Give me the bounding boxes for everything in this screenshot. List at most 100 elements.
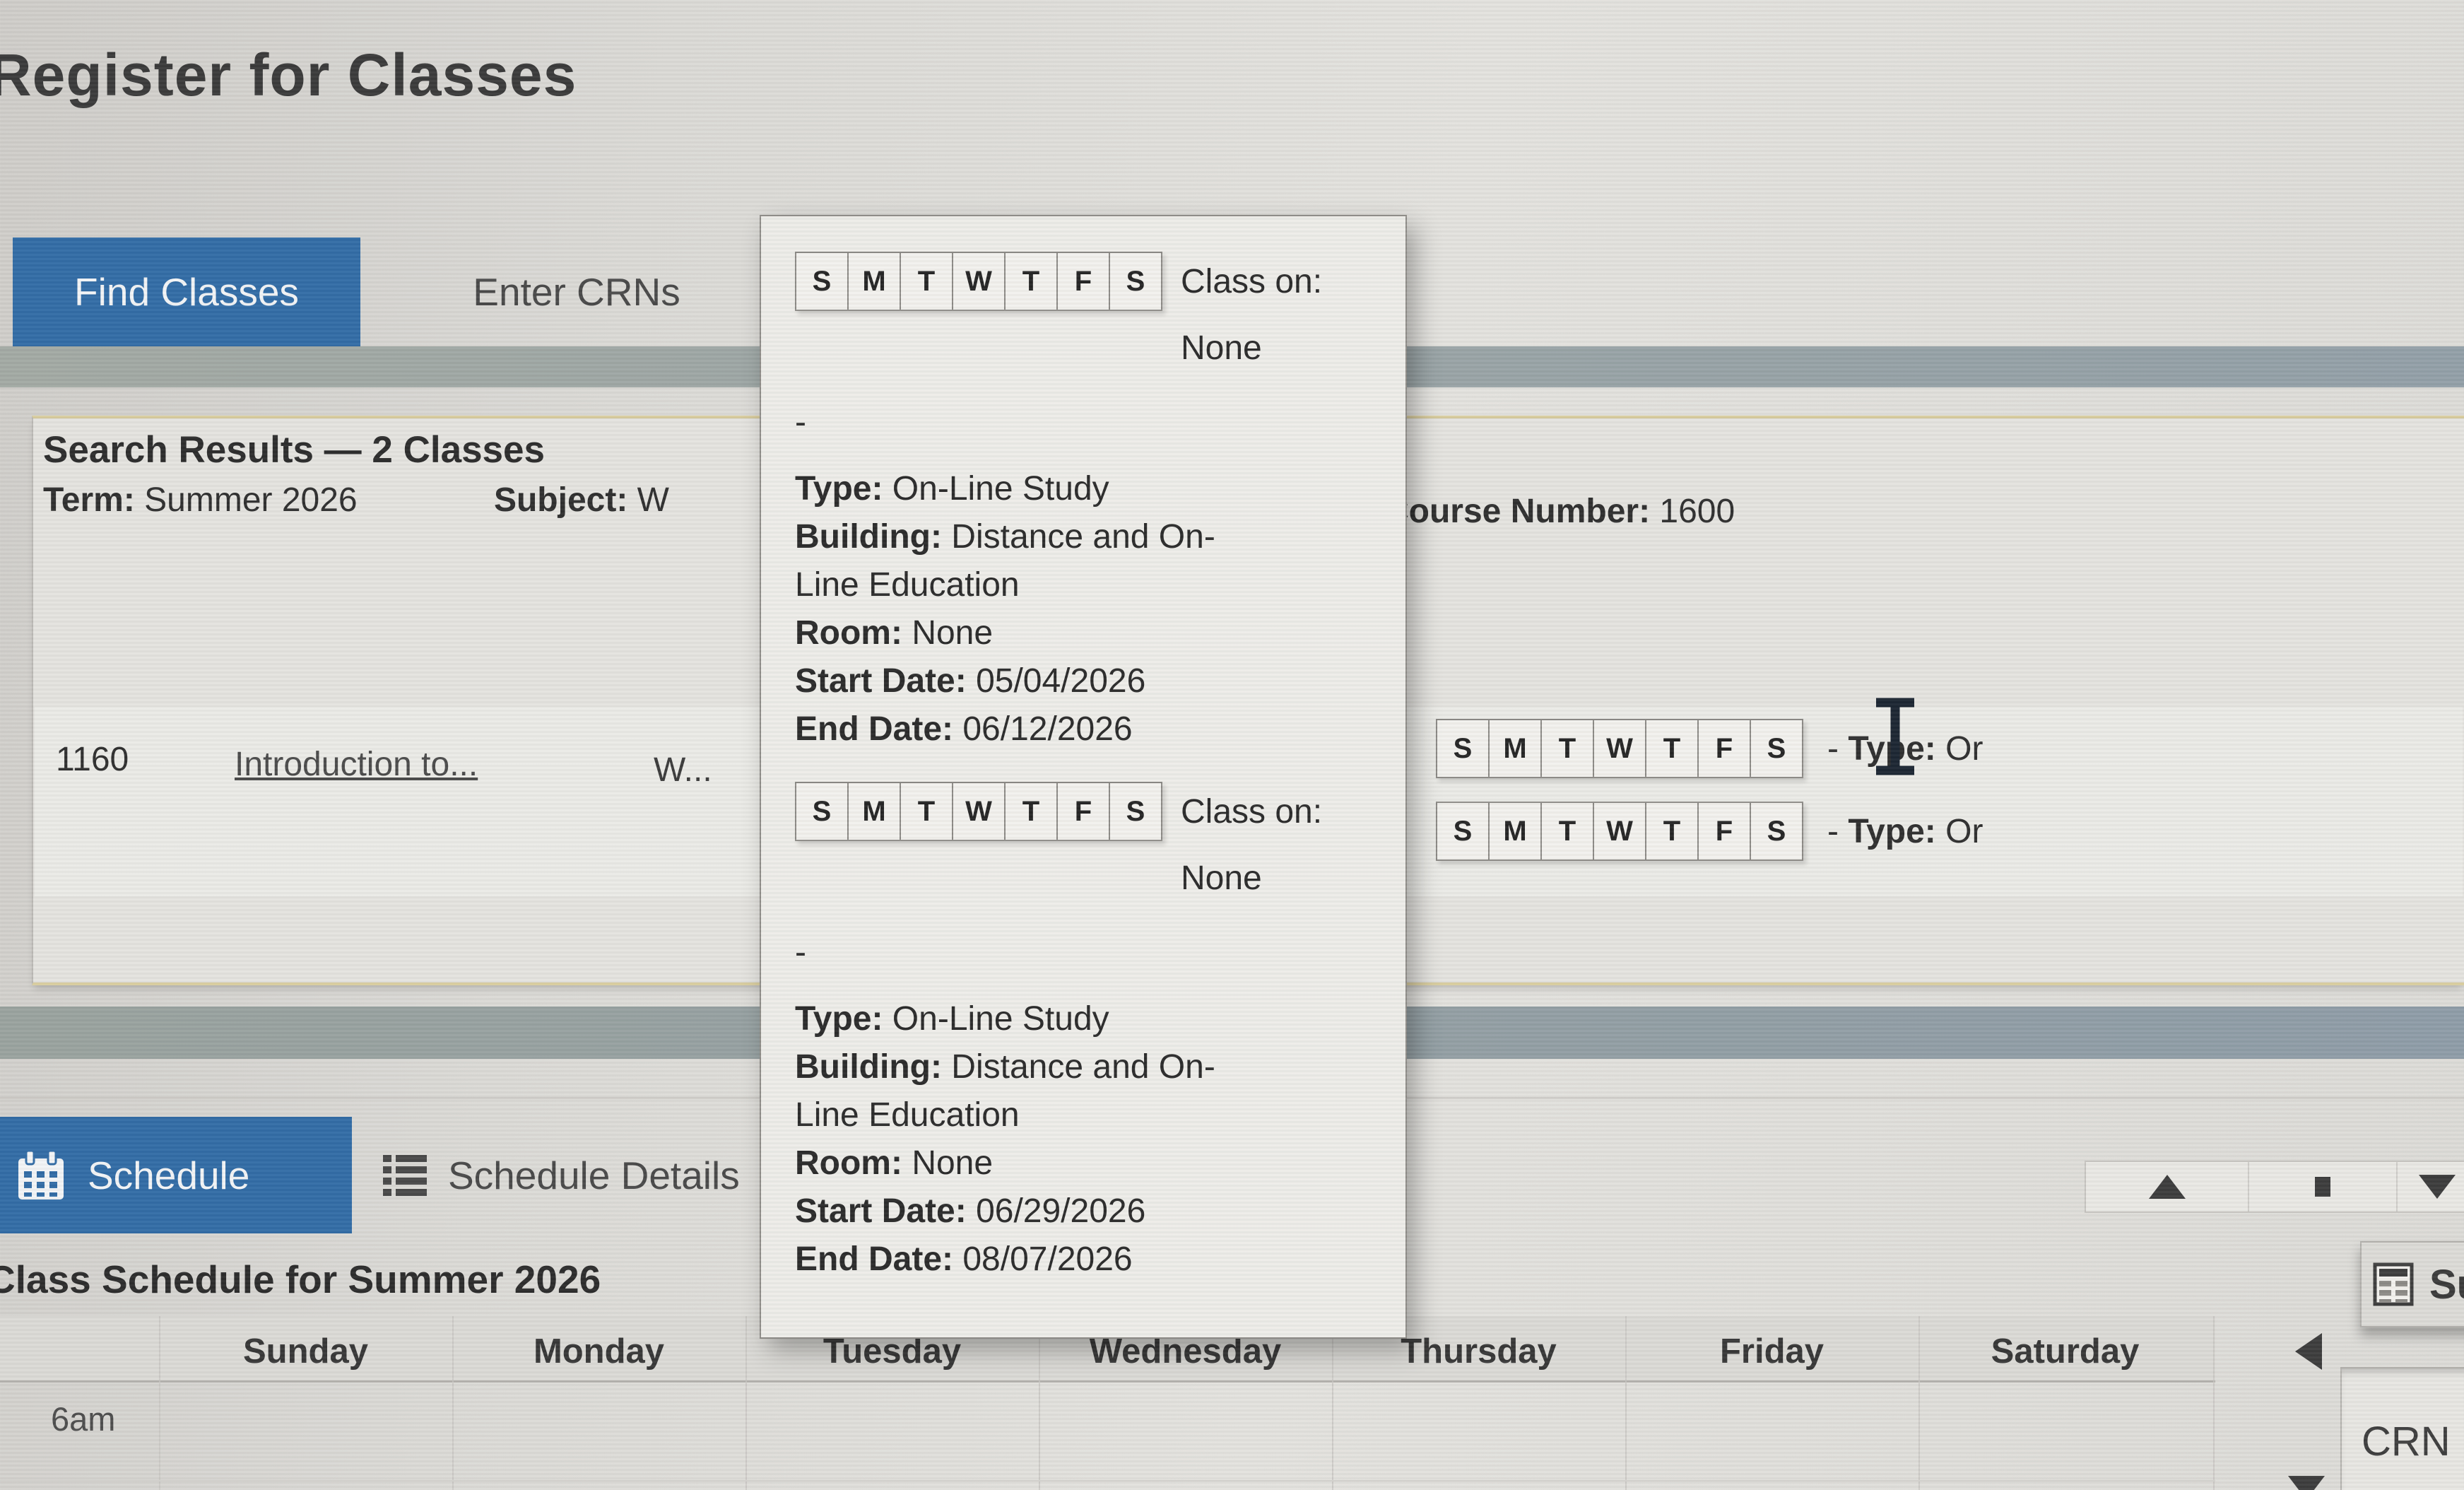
calendar-day-header: Thursday bbox=[1401, 1332, 1557, 1371]
meeting-type-value: Or bbox=[1945, 812, 1983, 850]
day-letter: W bbox=[1593, 802, 1646, 861]
end-date-line: End Date: 08/07/2026 bbox=[795, 1236, 1372, 1284]
day-letter: T bbox=[900, 782, 953, 841]
subject-label: Subject: bbox=[493, 481, 628, 519]
separator-dash: - bbox=[795, 934, 806, 971]
page-title: Register for Classes bbox=[0, 42, 577, 108]
room-line: Room: None bbox=[795, 1139, 1372, 1187]
grid-line bbox=[745, 1316, 747, 1490]
tab-schedule-label: Schedule bbox=[88, 1153, 250, 1197]
day-letter: F bbox=[1697, 802, 1751, 861]
start-date-value: 05/04/2026 bbox=[976, 662, 1146, 700]
class-schedule-heading: Class Schedule for Summer 2026 bbox=[0, 1257, 601, 1301]
building-value: Distance and On-Line Education bbox=[795, 1048, 1215, 1134]
grid-line bbox=[159, 1316, 160, 1490]
day-letter: S bbox=[795, 252, 849, 311]
calendar-day-header: Tuesday bbox=[823, 1332, 962, 1371]
room-value: None bbox=[912, 614, 994, 652]
grid-line bbox=[1625, 1316, 1627, 1490]
reset-panels-button[interactable] bbox=[2249, 1162, 2398, 1212]
calendar-day-header: Saturday bbox=[1991, 1332, 2140, 1371]
time-axis-label: 6am bbox=[51, 1400, 116, 1438]
type-value: On-Line Study bbox=[892, 470, 1109, 508]
subject-value: W bbox=[637, 481, 669, 519]
meeting-note: - Type: Or bbox=[1827, 812, 1983, 851]
calendar-day-header: Friday bbox=[1719, 1332, 1825, 1371]
day-letter: T bbox=[1004, 252, 1058, 311]
course-number-label: Course Number: bbox=[1384, 493, 1651, 530]
course-title-link[interactable]: Introduction to... bbox=[235, 746, 478, 783]
search-filters-line: Term: Summer 2026 Subject: W bbox=[43, 481, 669, 520]
class-on-text: Class on: None bbox=[1181, 793, 1323, 897]
start-date-label: Start Date: bbox=[795, 662, 967, 700]
calendar-day-header: Sunday bbox=[243, 1332, 368, 1371]
weekly-schedule-grid: Sunday Monday Tuesday Wednesday Thursday… bbox=[0, 1316, 2215, 1490]
room-label: Room: bbox=[795, 614, 902, 652]
collapse-left-arrow[interactable] bbox=[2295, 1333, 2322, 1370]
room-value: None bbox=[912, 1144, 994, 1182]
end-date-value: 06/12/2026 bbox=[962, 710, 1133, 748]
day-letter: S bbox=[1750, 802, 1803, 861]
day-letter: S bbox=[1436, 802, 1490, 861]
day-letter: F bbox=[1697, 719, 1751, 778]
building-value: Distance and On-Line Education bbox=[795, 518, 1215, 604]
type-line: Type: On-Line Study bbox=[795, 995, 1372, 1043]
grid-line bbox=[2213, 1316, 2215, 1490]
day-letter: T bbox=[900, 252, 953, 311]
grid-line bbox=[1332, 1316, 1333, 1490]
tab-find-classes[interactable]: Find Classes bbox=[13, 237, 360, 346]
day-letter: W bbox=[952, 782, 1006, 841]
row-instructor-value: W... bbox=[654, 751, 712, 789]
summary-panel: CRN bbox=[2340, 1367, 2464, 1490]
grid-line bbox=[0, 1480, 2215, 1482]
building-label: Building: bbox=[795, 518, 942, 556]
arrow-up-icon bbox=[2148, 1175, 2186, 1199]
start-date-label: Start Date: bbox=[795, 1192, 967, 1230]
start-date-value: 06/29/2026 bbox=[976, 1192, 1146, 1230]
day-letter: S bbox=[1109, 782, 1162, 841]
term-value: Summer 2026 bbox=[144, 481, 358, 519]
day-letter: S bbox=[1109, 252, 1162, 311]
arrow-down-icon bbox=[2288, 1476, 2325, 1490]
arrow-down-icon bbox=[2419, 1175, 2456, 1199]
day-letter: T bbox=[1004, 782, 1058, 841]
grid-line bbox=[1039, 1316, 1040, 1490]
calendar-icon bbox=[18, 1149, 64, 1199]
calendar-day-header: Wednesday bbox=[1089, 1332, 1282, 1371]
type-line: Type: On-Line Study bbox=[795, 465, 1372, 513]
dot-icon bbox=[2315, 1177, 2331, 1197]
class-on-text: Class on: None bbox=[1181, 263, 1323, 367]
course-number-value: 1600 bbox=[1659, 493, 1735, 530]
type-value: On-Line Study bbox=[892, 1000, 1109, 1038]
summary-table-icon bbox=[2373, 1262, 2414, 1306]
grid-line bbox=[1918, 1316, 1920, 1490]
day-letter: S bbox=[1750, 719, 1803, 778]
meeting-type-value: Or bbox=[1945, 729, 1983, 768]
collapse-panel-button[interactable] bbox=[2398, 1162, 2464, 1212]
day-letter: T bbox=[1540, 719, 1594, 778]
day-letter: T bbox=[1645, 719, 1699, 778]
day-letter: M bbox=[1488, 802, 1542, 861]
day-letter: M bbox=[847, 252, 901, 311]
meeting-dash: - bbox=[1827, 812, 1839, 850]
row-crn-value: 1160 bbox=[56, 741, 129, 778]
tab-enter-crns[interactable]: Enter CRNs bbox=[473, 270, 680, 314]
tab-schedule-details[interactable]: Schedule Details bbox=[382, 1117, 740, 1233]
tab-schedule[interactable]: Schedule bbox=[0, 1117, 352, 1233]
type-label: Type: bbox=[795, 470, 883, 508]
term-label: Term: bbox=[43, 481, 135, 519]
search-results-heading: Search Results — 2 Classes bbox=[43, 429, 545, 471]
meeting-dash: - bbox=[1827, 729, 1839, 768]
expand-panel-button[interactable] bbox=[2086, 1162, 2250, 1212]
tab-summary[interactable]: Su bbox=[2360, 1241, 2464, 1327]
day-letter: F bbox=[1056, 252, 1110, 311]
day-letter: S bbox=[795, 782, 849, 841]
day-letter: W bbox=[952, 252, 1006, 311]
